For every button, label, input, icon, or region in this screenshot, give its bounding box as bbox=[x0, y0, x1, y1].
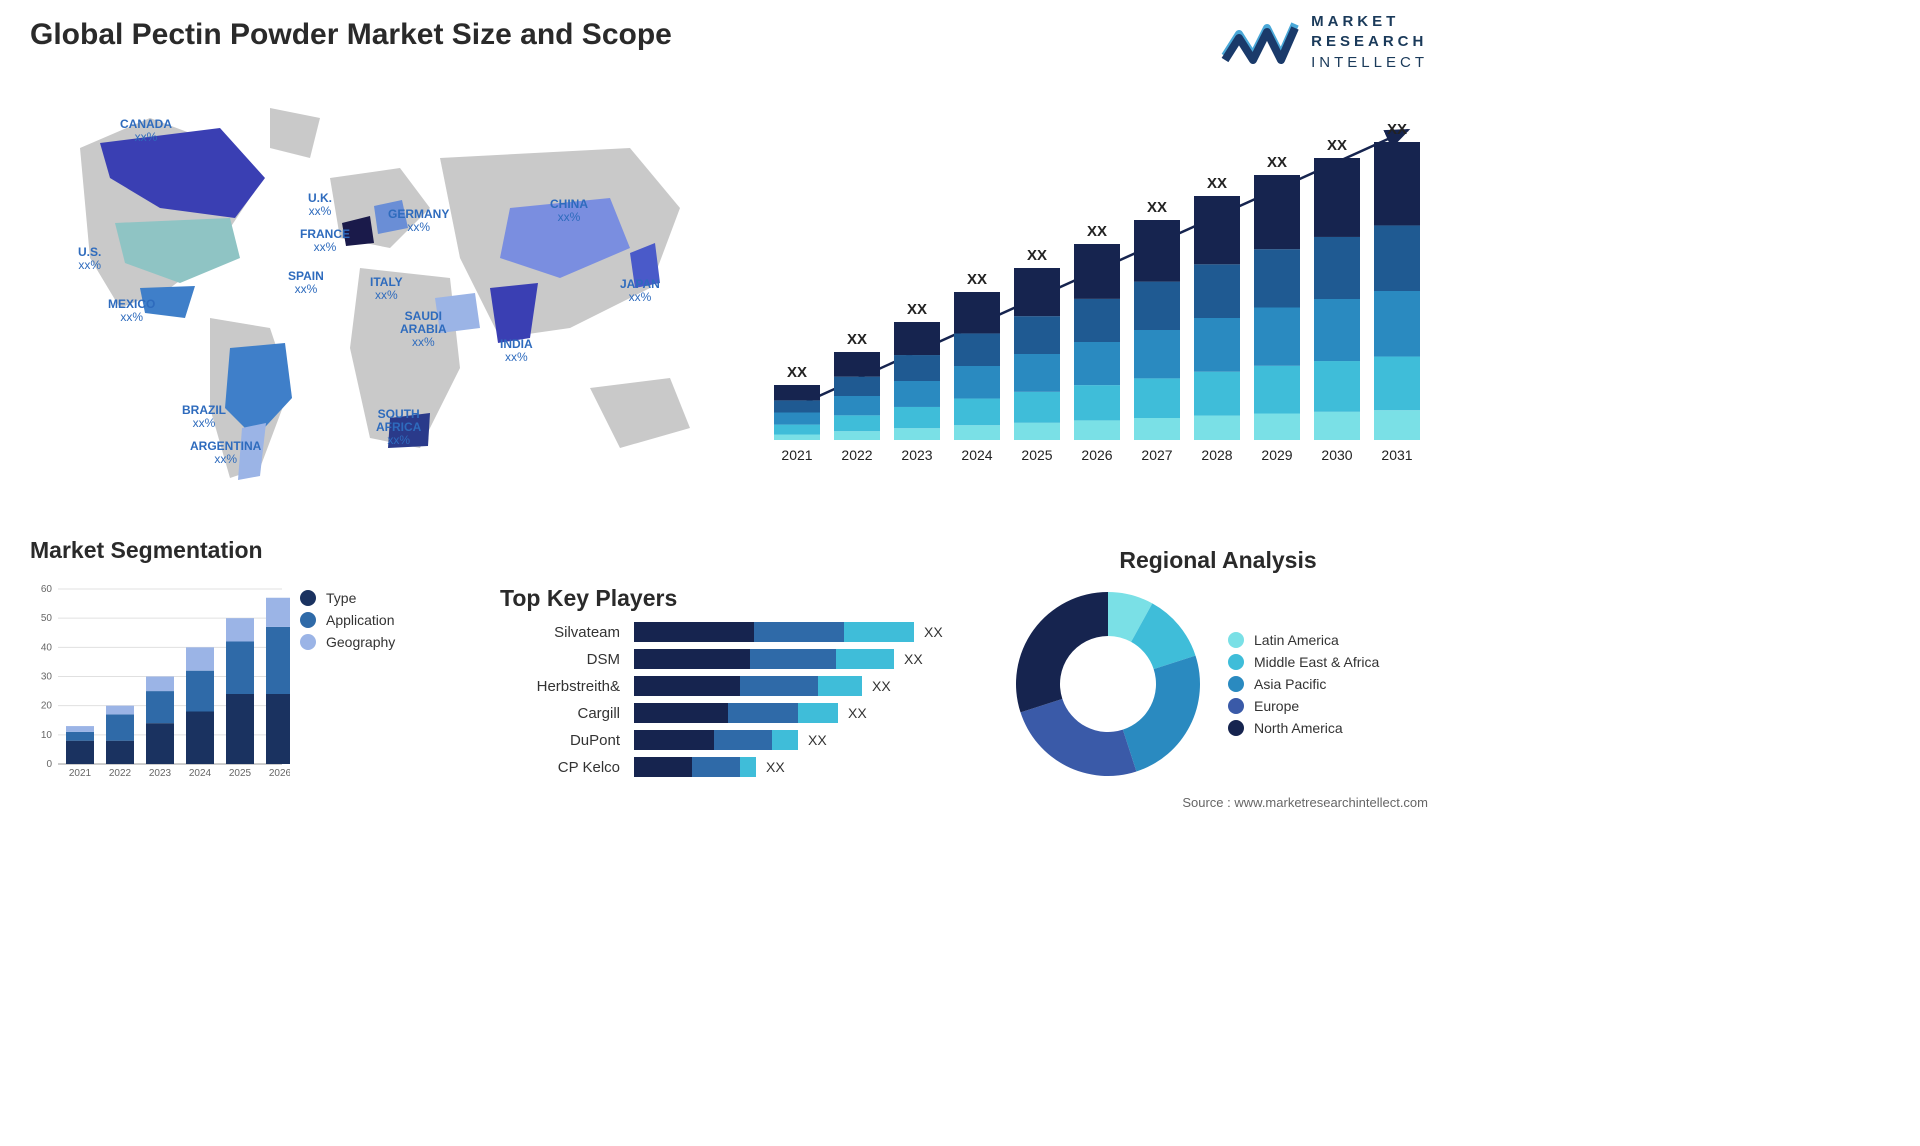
region-legend-item: North America bbox=[1228, 720, 1379, 736]
growth-bar-chart: XX 2021 XX 2022 XX 2023 XX 2024 XX 2025 XX 2026 XX 20… bbox=[768, 110, 1428, 470]
segmentation-section: Market Segmentation 0 10 20 30 40 50 60 2021 202… bbox=[30, 537, 460, 784]
logo-line1: MARKET bbox=[1311, 12, 1428, 32]
map-label: INDIAxx% bbox=[500, 338, 533, 364]
map-label: MEXICOxx% bbox=[108, 298, 155, 324]
svg-text:2021: 2021 bbox=[781, 447, 812, 463]
regional-donut-chart bbox=[1008, 584, 1208, 784]
svg-text:XX: XX bbox=[1327, 137, 1347, 154]
player-name: CP Kelco bbox=[500, 759, 620, 776]
svg-text:XX: XX bbox=[1387, 121, 1407, 138]
segmentation-legend-item: Application bbox=[300, 612, 395, 628]
map-label: ARGENTINAxx% bbox=[190, 440, 261, 466]
svg-text:XX: XX bbox=[907, 301, 927, 318]
svg-text:XX: XX bbox=[1147, 199, 1167, 216]
svg-text:2022: 2022 bbox=[841, 447, 872, 463]
svg-text:XX: XX bbox=[1087, 223, 1107, 240]
svg-text:2024: 2024 bbox=[961, 447, 992, 463]
logo-line2: RESEARCH bbox=[1311, 32, 1428, 52]
region-legend-item: Asia Pacific bbox=[1228, 676, 1379, 692]
map-label: GERMANYxx% bbox=[388, 208, 449, 234]
logo-wave-icon bbox=[1221, 16, 1299, 68]
svg-text:60: 60 bbox=[41, 584, 53, 595]
player-name: Herbstreith& bbox=[500, 678, 620, 695]
svg-text:2030: 2030 bbox=[1321, 447, 1352, 463]
player-value: XX bbox=[924, 624, 943, 640]
svg-text:2025: 2025 bbox=[229, 768, 252, 779]
player-bar bbox=[634, 676, 862, 696]
svg-text:2027: 2027 bbox=[1141, 447, 1172, 463]
player-value: XX bbox=[848, 705, 867, 721]
map-label: CHINAxx% bbox=[550, 198, 588, 224]
player-bar bbox=[634, 622, 914, 642]
svg-text:0: 0 bbox=[46, 759, 52, 770]
svg-text:30: 30 bbox=[41, 672, 53, 683]
player-value: XX bbox=[808, 732, 827, 748]
svg-text:XX: XX bbox=[1027, 247, 1047, 264]
svg-text:2025: 2025 bbox=[1021, 447, 1052, 463]
player-name: Cargill bbox=[500, 705, 620, 722]
map-label: SOUTHAFRICAxx% bbox=[376, 408, 421, 448]
svg-text:2021: 2021 bbox=[69, 768, 92, 779]
world-map: CANADAxx% U.S.xx% MEXICOxx% BRAZILxx% ARGENT… bbox=[30, 88, 710, 488]
svg-text:XX: XX bbox=[847, 331, 867, 348]
map-label: SAUDIARABIAxx% bbox=[400, 310, 447, 350]
source-text: Source : www.marketresearchintellect.com bbox=[1182, 795, 1428, 810]
player-row: Silvateam XX bbox=[500, 622, 960, 642]
svg-text:2028: 2028 bbox=[1201, 447, 1232, 463]
svg-text:2029: 2029 bbox=[1261, 447, 1292, 463]
players-section: Top Key Players SilvateamXXDSMXXHerbstre… bbox=[500, 585, 960, 784]
map-label: JAPANxx% bbox=[620, 278, 660, 304]
svg-text:XX: XX bbox=[1207, 175, 1227, 192]
player-name: Silvateam bbox=[500, 624, 620, 641]
svg-text:XX: XX bbox=[1267, 154, 1287, 171]
players-title: Top Key Players bbox=[500, 585, 960, 612]
svg-text:2026: 2026 bbox=[269, 768, 290, 779]
svg-text:20: 20 bbox=[41, 701, 53, 712]
svg-text:50: 50 bbox=[41, 613, 53, 624]
segmentation-legend-item: Geography bbox=[300, 634, 395, 650]
svg-text:40: 40 bbox=[41, 642, 53, 653]
regional-title: Regional Analysis bbox=[1008, 547, 1428, 574]
svg-text:XX: XX bbox=[787, 364, 807, 381]
map-label: BRAZILxx% bbox=[182, 404, 226, 430]
svg-text:2031: 2031 bbox=[1381, 447, 1412, 463]
region-legend-item: Latin America bbox=[1228, 632, 1379, 648]
logo-line3: INTELLECT bbox=[1311, 53, 1428, 73]
player-row: DSM XX bbox=[500, 649, 960, 669]
svg-text:XX: XX bbox=[967, 271, 987, 288]
segmentation-legend-item: Type bbox=[300, 590, 395, 606]
svg-text:2022: 2022 bbox=[109, 768, 132, 779]
map-label: CANADAxx% bbox=[120, 118, 172, 144]
map-label: ITALYxx% bbox=[370, 276, 403, 302]
svg-text:2024: 2024 bbox=[189, 768, 212, 779]
player-row: CP Kelco XX bbox=[500, 757, 960, 777]
svg-text:2023: 2023 bbox=[901, 447, 932, 463]
svg-text:2026: 2026 bbox=[1081, 447, 1112, 463]
player-value: XX bbox=[766, 759, 785, 775]
map-label: U.S.xx% bbox=[78, 246, 101, 272]
player-bar bbox=[634, 730, 798, 750]
page-title: Global Pectin Powder Market Size and Sco… bbox=[30, 18, 672, 52]
segmentation-title: Market Segmentation bbox=[30, 537, 460, 564]
brand-logo: MARKET RESEARCH INTELLECT bbox=[1221, 12, 1428, 73]
svg-text:2023: 2023 bbox=[149, 768, 172, 779]
map-label: SPAINxx% bbox=[288, 270, 324, 296]
player-value: XX bbox=[872, 678, 891, 694]
region-legend-item: Middle East & Africa bbox=[1228, 654, 1379, 670]
svg-text:10: 10 bbox=[41, 730, 53, 741]
map-label: FRANCExx% bbox=[300, 228, 350, 254]
player-bar bbox=[634, 703, 838, 723]
player-row: Cargill XX bbox=[500, 703, 960, 723]
player-name: DSM bbox=[500, 651, 620, 668]
player-bar bbox=[634, 757, 756, 777]
player-bar bbox=[634, 649, 894, 669]
player-row: Herbstreith&XX bbox=[500, 676, 960, 696]
regional-section: Regional Analysis Latin America Middle Ea… bbox=[1008, 547, 1428, 784]
map-label: U.K.xx% bbox=[308, 192, 332, 218]
player-row: DuPont XX bbox=[500, 730, 960, 750]
region-legend-item: Europe bbox=[1228, 698, 1379, 714]
player-value: XX bbox=[904, 651, 923, 667]
player-name: DuPont bbox=[500, 732, 620, 749]
